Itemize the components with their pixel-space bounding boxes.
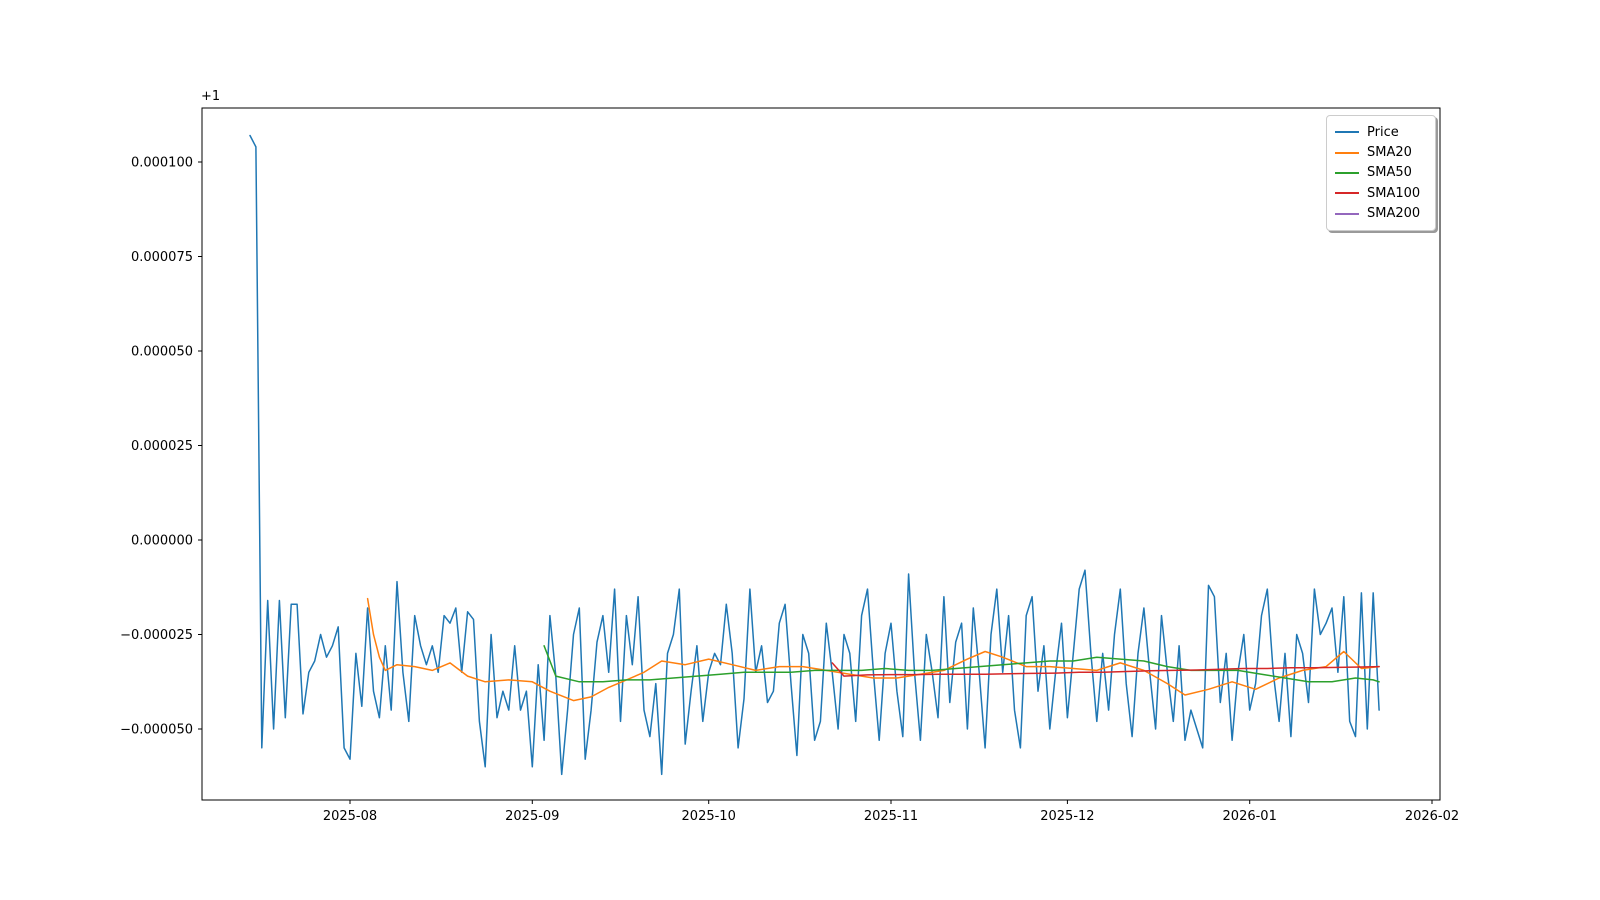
- legend-item-sma20: SMA20: [1335, 142, 1427, 162]
- legend-label: SMA20: [1367, 145, 1412, 161]
- x-tick-label: 2025-12: [1040, 809, 1094, 824]
- legend-line-sample-sma200: [1335, 212, 1359, 215]
- x-tick-label: 2025-10: [682, 809, 736, 824]
- legend-label: SMA50: [1367, 165, 1412, 181]
- y-tick-label: 0.000025: [131, 439, 193, 454]
- y-tick-label: 0.000050: [131, 345, 193, 360]
- y-tick-label: 0.000075: [131, 250, 193, 265]
- plot-area-border: [201, 107, 1441, 801]
- y-tick-label: 0.000000: [131, 534, 193, 549]
- series-sma50-line: [543, 645, 1380, 683]
- legend-item-price: Price: [1335, 122, 1427, 142]
- legend: Price SMA20 SMA50 SMA100 SMA200: [1326, 115, 1436, 231]
- tick-marks: [198, 161, 1433, 804]
- y-tick-label: −0.000050: [120, 723, 193, 738]
- y-tick-label: −0.000025: [120, 628, 193, 643]
- series-price-line: [249, 134, 1380, 776]
- series-sma100-line: [831, 662, 1380, 677]
- y-axis-offset-label: +1: [201, 89, 221, 104]
- legend-label: SMA200: [1367, 206, 1421, 222]
- legend-item-sma50: SMA50: [1335, 163, 1427, 183]
- legend-line-sample-sma50: [1335, 171, 1359, 174]
- legend-item-sma100: SMA100: [1335, 183, 1427, 203]
- legend-line-sample-sma20: [1335, 151, 1359, 154]
- legend-line-sample-price: [1335, 131, 1359, 134]
- y-tick-label: 0.000100: [131, 156, 193, 171]
- tick-labels: 2025-08 2025-09 2025-10 2025-11 2025-12 2026-…: [120, 156, 1459, 825]
- x-tick-label: 2025-09: [505, 809, 559, 824]
- x-tick-label: 2026-01: [1223, 809, 1277, 824]
- x-tick-label: 2025-11: [864, 809, 918, 824]
- legend-label: Price: [1367, 124, 1399, 140]
- x-tick-label: 2026-02: [1405, 809, 1459, 824]
- axes-frame: [201, 107, 1441, 801]
- series-lines: [249, 134, 1380, 776]
- legend-line-sample-sma100: [1335, 192, 1359, 195]
- legend-label: SMA100: [1367, 185, 1421, 201]
- legend-item-sma200: SMA200: [1335, 204, 1427, 224]
- x-tick-label: 2025-08: [323, 809, 377, 824]
